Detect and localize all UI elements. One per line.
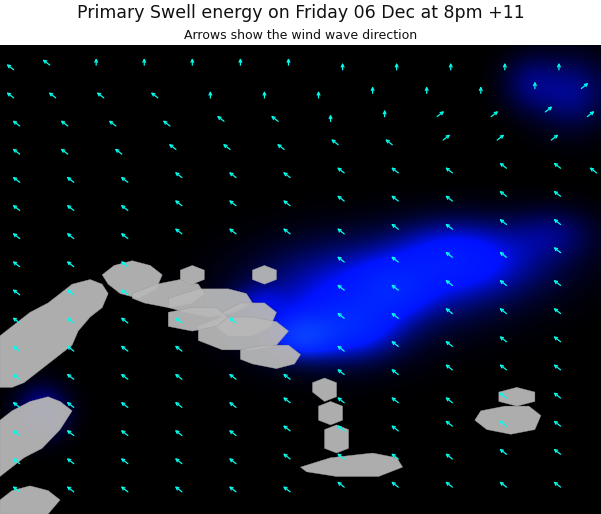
Text: Arrows show the wind wave direction: Arrows show the wind wave direction (184, 29, 417, 42)
Polygon shape (0, 397, 72, 476)
Polygon shape (313, 378, 337, 401)
Polygon shape (240, 345, 300, 369)
Polygon shape (168, 289, 252, 317)
Polygon shape (499, 388, 535, 406)
Polygon shape (198, 317, 288, 350)
Polygon shape (180, 265, 204, 284)
Polygon shape (216, 303, 276, 336)
Polygon shape (102, 261, 162, 298)
Polygon shape (252, 265, 276, 284)
Text: Primary Swell energy on Friday 06 Dec at 8pm +11: Primary Swell energy on Friday 06 Dec at… (76, 4, 525, 22)
Polygon shape (168, 308, 228, 331)
Polygon shape (300, 453, 403, 476)
Polygon shape (132, 280, 204, 308)
Polygon shape (0, 280, 108, 388)
Polygon shape (319, 401, 343, 425)
Polygon shape (0, 486, 60, 514)
Polygon shape (325, 425, 349, 453)
Polygon shape (475, 406, 541, 434)
